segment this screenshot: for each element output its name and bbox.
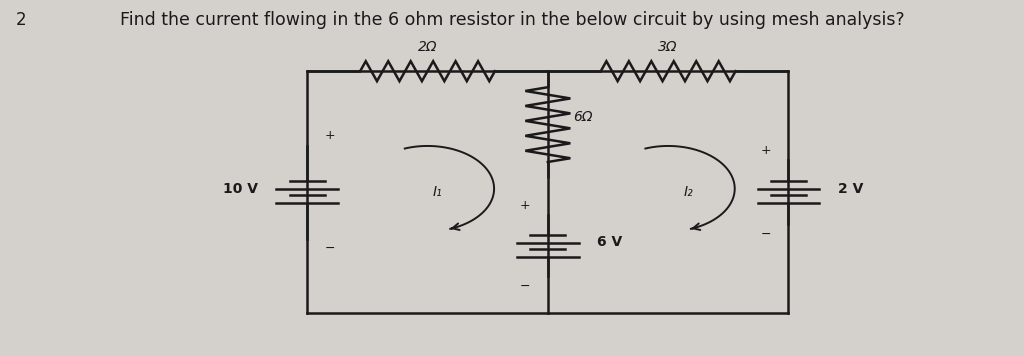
Text: 10 V: 10 V: [223, 182, 258, 196]
Text: 6 V: 6 V: [597, 235, 623, 249]
Text: 2 V: 2 V: [838, 182, 863, 196]
Text: +: +: [761, 143, 771, 157]
Text: 2: 2: [15, 11, 26, 29]
Text: 6Ω: 6Ω: [573, 110, 593, 125]
Text: I₁: I₁: [433, 185, 442, 199]
Text: +: +: [325, 129, 335, 142]
Text: Find the current flowing in the 6 ohm resistor in the below circuit by using mes: Find the current flowing in the 6 ohm re…: [120, 11, 904, 29]
Text: −: −: [761, 228, 771, 241]
Text: 3Ω: 3Ω: [658, 40, 678, 54]
Text: −: −: [325, 242, 335, 255]
Text: +: +: [520, 199, 530, 212]
Text: 2Ω: 2Ω: [418, 40, 437, 54]
Text: I₂: I₂: [684, 185, 693, 199]
Text: −: −: [520, 279, 530, 293]
